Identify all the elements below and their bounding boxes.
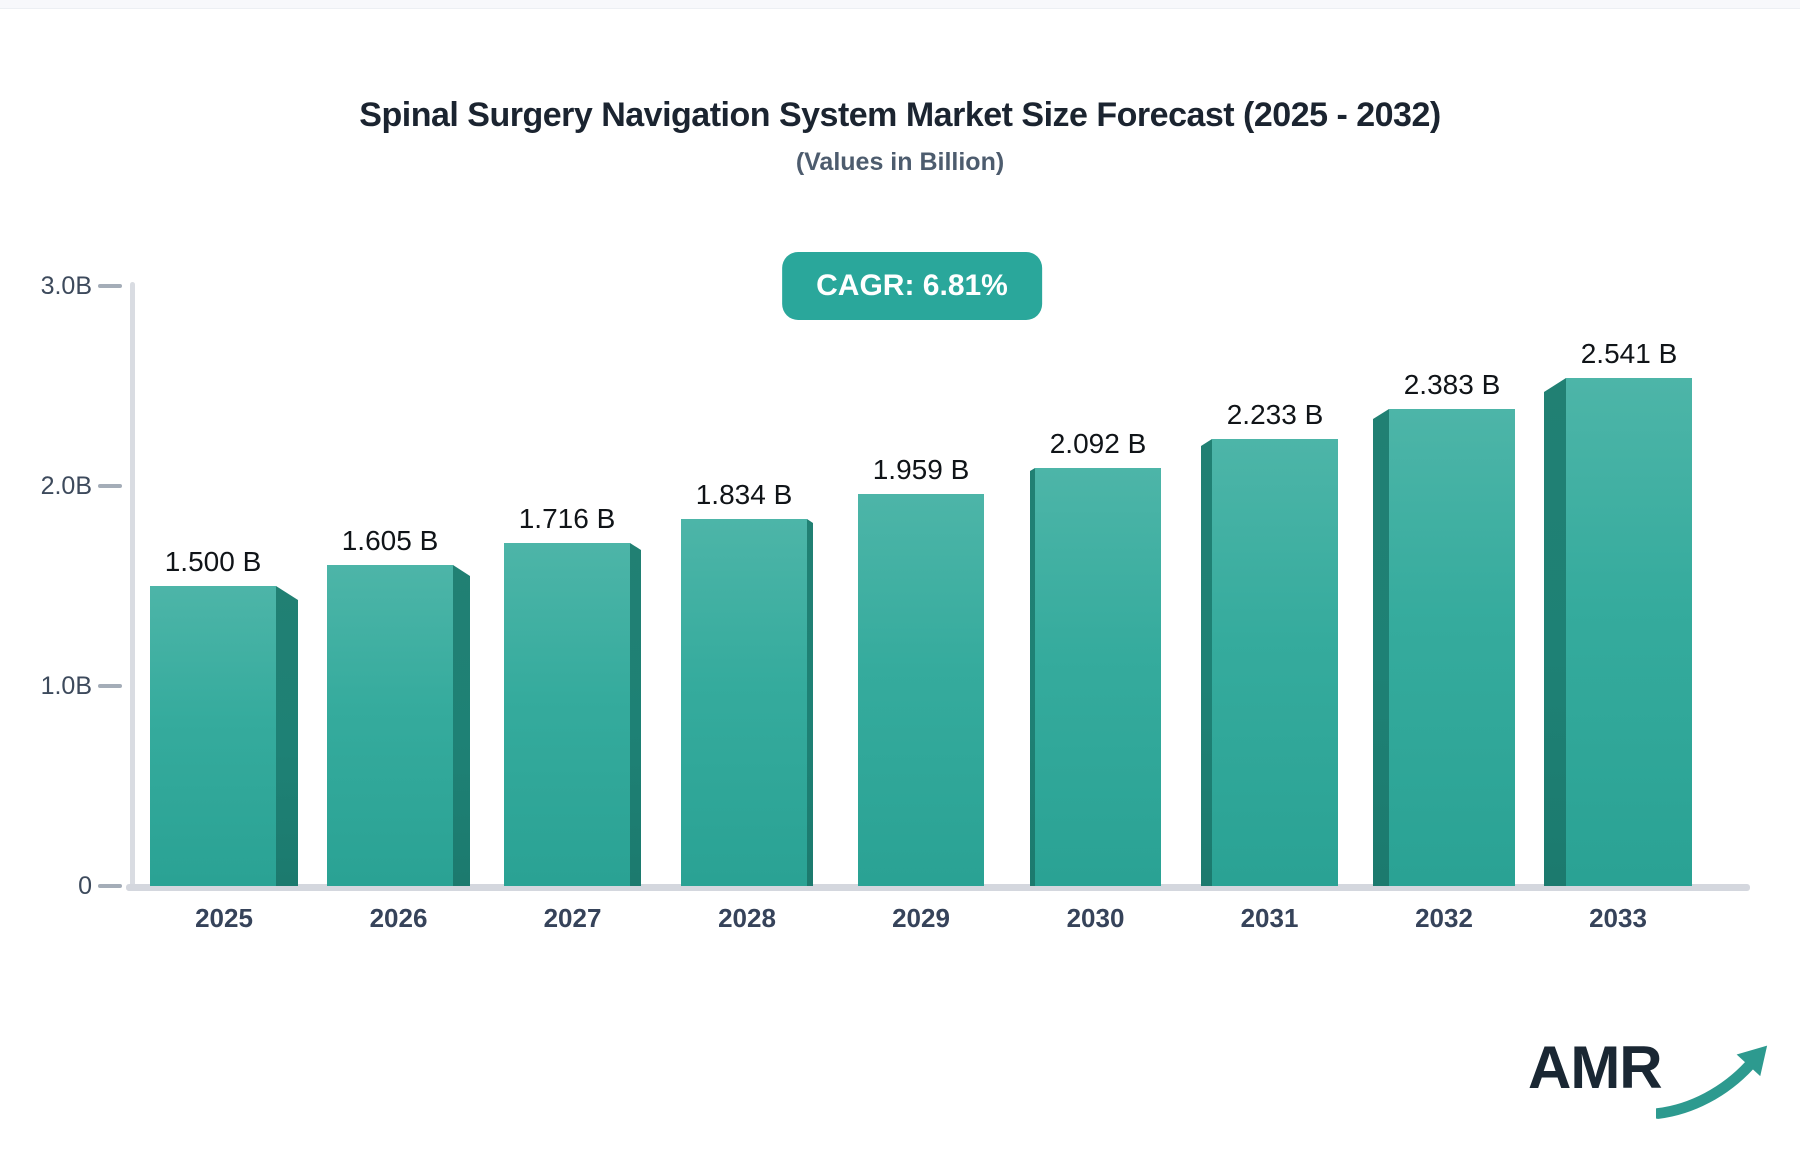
bar-face [504,543,630,886]
y-tick [98,284,122,288]
x-axis-baseline [126,884,1750,891]
bar-side [1544,378,1566,886]
bar-face [1035,468,1161,886]
y-tick-label: 3.0B [40,272,92,300]
bar-value-label: 2.092 B [1049,428,1147,459]
bar-group-2025 [150,586,298,886]
cagr-badge: CAGR: 6.81% [782,252,1042,320]
bar-face [1389,409,1515,886]
bar-group-2027 [504,543,641,886]
bar-side [807,519,813,886]
x-tick-label-2029: 2029 [892,903,950,933]
x-tick-label-2033: 2033 [1589,903,1647,933]
amr-logo-text: AMR [1528,1034,1663,1101]
growth-arrow-icon [1655,1045,1767,1119]
bar-value-label: 1.834 B [695,479,793,510]
bar-group-2033 [1544,378,1692,886]
amr-logo: AMR [1528,1036,1774,1122]
bar-side [1201,439,1212,886]
bar-group-2031 [1201,439,1338,886]
bar-side [453,565,470,886]
bar-face [150,586,276,886]
bar-face [327,565,453,886]
bar-side [1030,468,1035,886]
bar-face [681,519,807,886]
x-tick-label-2027: 2027 [543,903,602,933]
bar-side [1373,409,1389,886]
y-tick-label: 1.0B [40,672,92,700]
bar-value-label: 1.716 B [518,503,616,534]
bar-face [1212,439,1338,886]
bar-value-label: 2.541 B [1580,338,1678,369]
bar-value-label: 1.605 B [341,525,439,556]
page-subtitle: (Values in Billion) [795,148,1005,176]
bar-group-2032 [1373,409,1515,886]
bar-face [858,494,984,886]
x-tick-label-2028: 2028 [718,903,776,933]
bar-value-label: 1.959 B [872,454,970,485]
bar-side [630,543,641,886]
y-axis-line [130,282,135,888]
bar-value-label: 2.383 B [1403,369,1501,400]
x-tick-label-2025: 2025 [195,903,253,933]
x-tick-label-2032: 2032 [1415,903,1473,933]
bar-group-2029 [858,494,984,886]
bar-value-label: 1.500 B [164,546,262,577]
bar-group-2030 [1030,468,1161,886]
top-border-strip [0,0,1800,9]
x-tick-label-2030: 2030 [1066,903,1125,933]
bar-value-label: 2.233 B [1226,399,1324,430]
x-tick-label-2031: 2031 [1240,903,1299,933]
x-tick-label-2026: 2026 [369,903,428,933]
y-tick [98,484,122,488]
y-tick [98,684,122,688]
bar-face [1566,378,1692,886]
bar-side [276,586,298,886]
bar-group-2026 [327,565,470,886]
page-title: Spinal Surgery Navigation System Market … [359,96,1441,134]
y-tick-label: 0 [78,872,92,900]
y-tick [98,884,122,888]
y-tick-label: 2.0B [40,472,92,500]
bar-group-2028 [681,519,813,886]
